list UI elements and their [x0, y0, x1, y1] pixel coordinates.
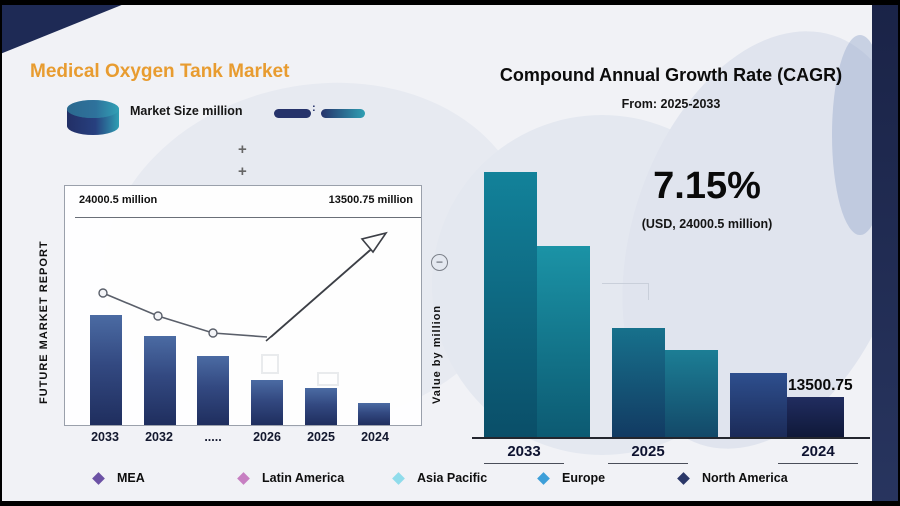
left-axis-label: ..... [204, 430, 222, 444]
left-axis-label: 2026 [253, 430, 281, 444]
cagr-note: (USD, 24000.5 million) [641, 217, 773, 231]
market-chart-x-axis: 2033 2032..... 2026 2025 2024 [64, 430, 422, 444]
right-edge-band [872, 5, 898, 501]
plus-decoration: + [238, 163, 247, 180]
cagr-bar-2025-2 [665, 350, 718, 438]
legend-pill-teal [321, 109, 365, 118]
left-axis-label: 2025 [307, 430, 335, 444]
legend-diamond-icon [537, 471, 550, 485]
market-bar-2025 [304, 388, 337, 425]
legend-label: North America [702, 471, 788, 485]
annotation-2024-value: 13500.75 million [328, 194, 413, 206]
legend-item-latin-america: Latin America [237, 471, 345, 485]
cagr-chart-baseline [472, 437, 870, 439]
cagr-bar-2033-2 [537, 246, 590, 438]
bar-group-2025 [612, 328, 718, 438]
legend-item-mea: MEA [92, 471, 145, 485]
left-axis-label: 2033 [91, 430, 119, 444]
oxygen-tank-icon [64, 97, 122, 142]
left-bar-slot [186, 356, 240, 425]
legend-item-north-america: North America [677, 471, 788, 485]
cagr-bar-2024-2 [787, 397, 844, 438]
legend-pill-navy [274, 109, 311, 118]
legend-diamond-icon [392, 471, 405, 485]
region-legend: MEA Latin America Asia Pacific Europe North … [2, 471, 898, 499]
plus-decoration: + [238, 141, 247, 158]
page-title: Medical Oxygen Tank Market [30, 61, 290, 82]
market-bar-2033 [89, 315, 122, 425]
legend-label: Europe [562, 471, 606, 485]
pill-separator: : [312, 102, 316, 114]
market-size-chart: 24000.5 million 13500.75 million [64, 185, 422, 426]
market-bar-2024 [358, 403, 391, 425]
bar-group-2024 [730, 373, 844, 438]
cagr-subtitle: From: 2025-2033 [621, 97, 721, 111]
corner-decoration [2, 5, 134, 54]
market-bar-..... [197, 356, 230, 425]
trend-line-arrow [98, 231, 388, 342]
left-bar-slot [294, 388, 348, 425]
left-axis-label: 2024 [361, 430, 389, 444]
chart-annotations: 24000.5 million 13500.75 million [79, 194, 413, 206]
cagr-bar-2033-1 [484, 172, 537, 438]
annotation-2033-value: 24000.5 million [79, 194, 158, 206]
bracket-decoration [602, 283, 649, 300]
left-bar-slot [79, 315, 133, 425]
minus-circle-icon: − [431, 254, 448, 271]
left-bar-slot [133, 336, 187, 425]
annotation-separator-line [75, 217, 421, 218]
cagr-title: Compound Annual Growth Rate (CAGR) [499, 65, 843, 85]
left-bar-slot [240, 380, 294, 425]
bar-group-2033 [484, 172, 590, 438]
left-bar-slot [347, 403, 401, 425]
legend-diamond-icon [677, 471, 690, 485]
legend-diamond-icon [92, 471, 105, 485]
cagr-bar-2025-1 [612, 328, 665, 438]
cagr-value: 7.15% [653, 165, 761, 207]
value-by-million-label: Value by million [431, 304, 443, 404]
market-bars [65, 184, 421, 425]
cagr-chart [472, 155, 870, 438]
left-axis-label: 2032 [145, 430, 173, 444]
legend-label: Latin America [262, 471, 345, 485]
legend-label: Asia Pacific [417, 471, 488, 485]
cagr-bar-2024-1 [730, 373, 787, 438]
legend-label: MEA [117, 471, 145, 485]
cagr-xlabel-2024: 2024 [778, 443, 858, 464]
legend-diamond-icon [237, 471, 250, 485]
legend-item-europe: Europe [537, 471, 606, 485]
watermark-icon [317, 372, 339, 386]
legend-item-asia-pacific: Asia Pacific [392, 471, 488, 485]
market-bar-2026 [250, 380, 283, 425]
cagr-xlabel-2025: 2025 [608, 443, 688, 464]
value-label-2024: 13500.75 [788, 377, 853, 394]
watermark-icon [261, 354, 279, 374]
cagr-xlabel-2033: 2033 [484, 443, 564, 464]
future-market-report-label: FUTURE MARKET REPORT [38, 240, 50, 404]
series-label: Market Size million [130, 104, 243, 118]
market-bar-2032 [143, 336, 176, 425]
